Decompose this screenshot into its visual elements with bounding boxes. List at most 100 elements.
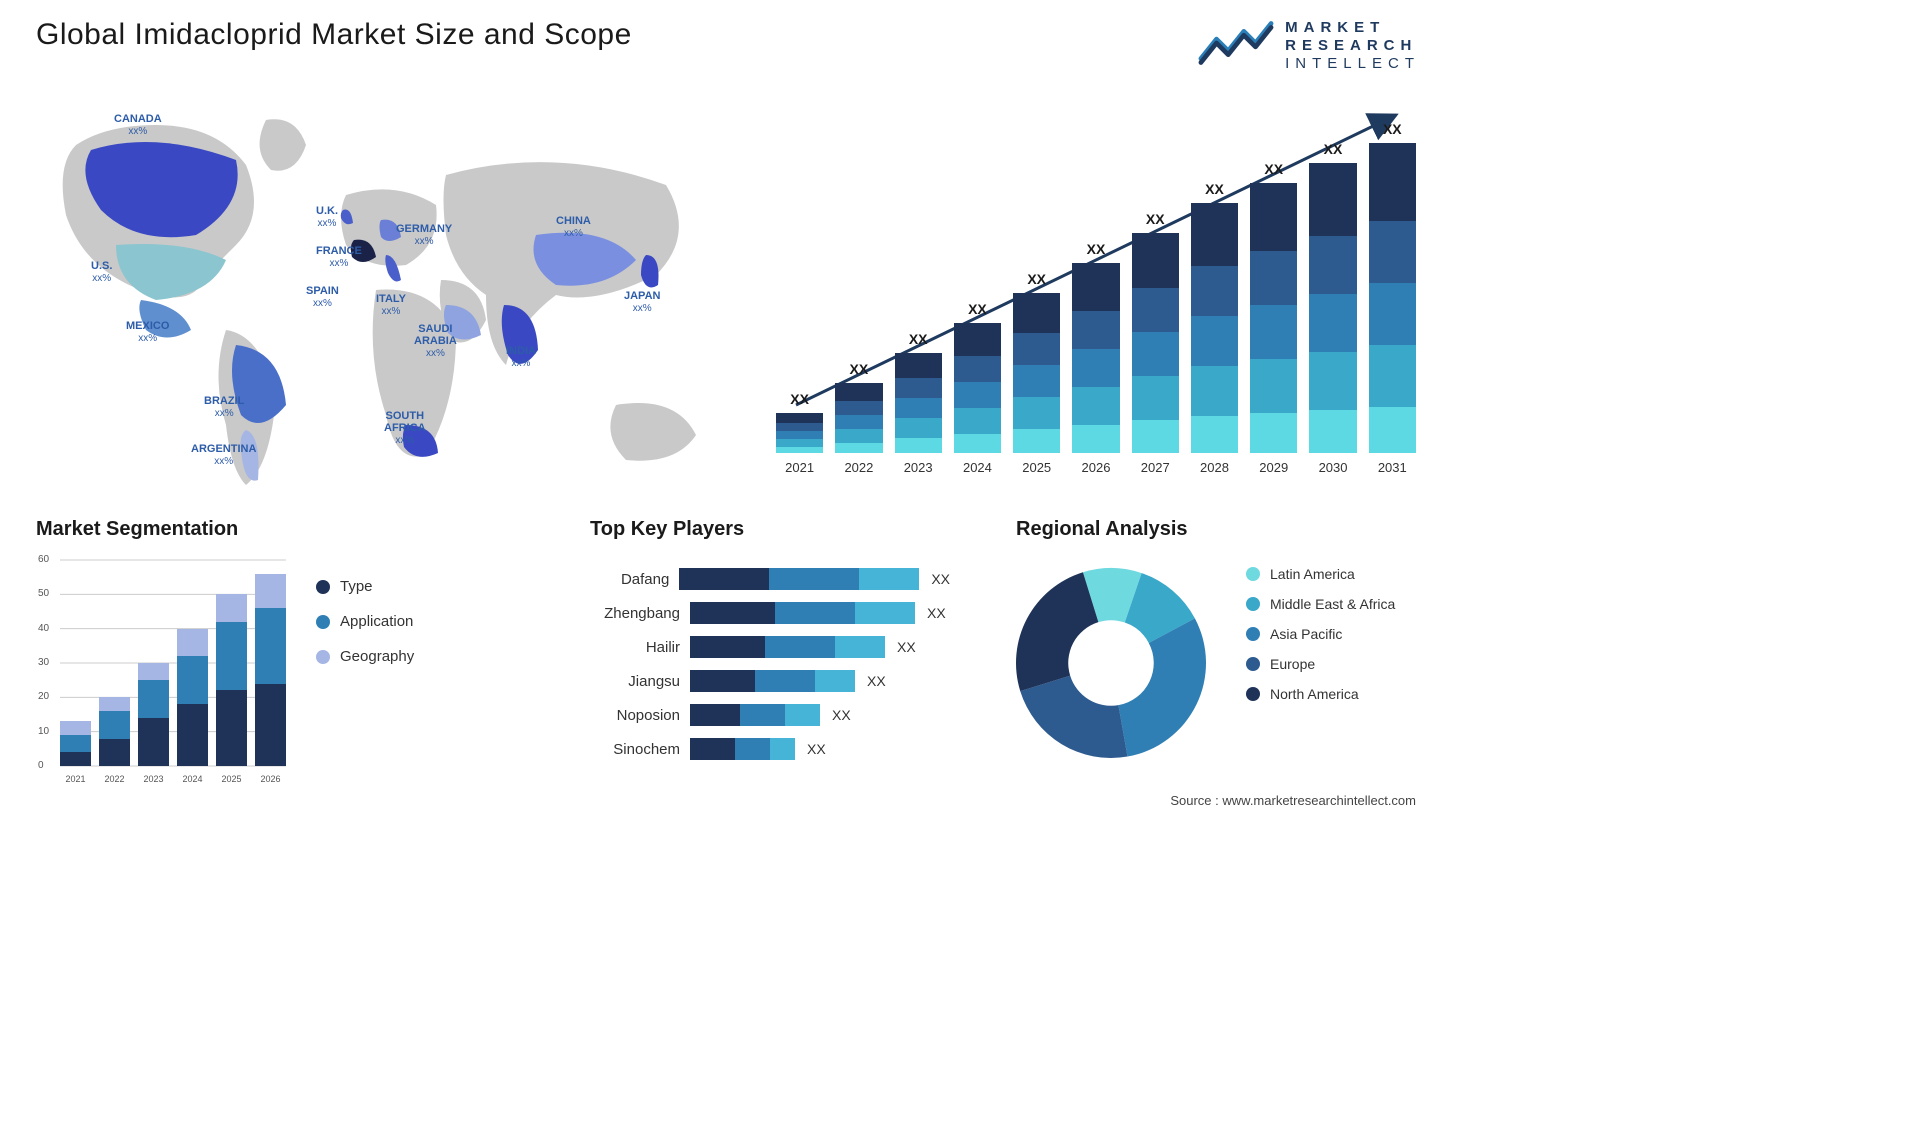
growth-bar: XX: [1191, 181, 1238, 453]
legend-label: Latin America: [1270, 566, 1355, 582]
legend-swatch-icon: [1246, 567, 1260, 581]
regional-donut: [1006, 558, 1216, 768]
growth-bar-label: XX: [790, 391, 809, 407]
seg-xtick: 2023: [138, 774, 169, 784]
legend-label: Type: [340, 578, 373, 595]
growth-year-label: 2023: [895, 460, 942, 475]
seg-bar: [138, 663, 169, 766]
player-row: ZhengbangXX: [590, 596, 950, 630]
growth-bar: XX: [1072, 241, 1119, 453]
map-country-label: CANADAxx%: [114, 113, 162, 137]
segmentation-section: Market Segmentation 0102030405060 202120…: [36, 518, 486, 541]
player-row: Sinochem XX: [590, 732, 950, 766]
growth-bar-label: XX: [1146, 211, 1165, 227]
legend-label: Europe: [1270, 656, 1315, 672]
map-country-label: U.S.xx%: [91, 260, 112, 284]
map-country-label: CHINAxx%: [556, 215, 591, 239]
growth-bar-label: XX: [1264, 161, 1283, 177]
legend-label: North America: [1270, 686, 1359, 702]
growth-bar-label: XX: [1087, 241, 1106, 257]
seg-ytick: 60: [38, 554, 49, 565]
player-value: XX: [807, 741, 826, 757]
legend-item: Type: [316, 578, 414, 595]
legend-label: Middle East & Africa: [1270, 596, 1395, 612]
seg-xtick: 2025: [216, 774, 247, 784]
header: Global Imidacloprid Market Size and Scop…: [36, 18, 1420, 73]
seg-bar: [255, 574, 286, 766]
growth-chart: XXXXXXXXXXXXXXXXXXXXXX 20212022202320242…: [776, 95, 1416, 475]
growth-year-label: 2027: [1132, 460, 1179, 475]
segmentation-heading: Market Segmentation: [36, 518, 486, 541]
player-name: Zhengbang: [590, 605, 690, 622]
map-country-label: ITALYxx%: [376, 293, 406, 317]
growth-year-label: 2022: [835, 460, 882, 475]
seg-bar: [99, 697, 130, 766]
player-value: XX: [832, 707, 851, 723]
growth-bar: XX: [776, 391, 823, 453]
player-name: Hailir: [590, 639, 690, 656]
map-country-label: BRAZILxx%: [204, 395, 244, 419]
legend-label: Geography: [340, 648, 414, 665]
player-row: DafangXX: [590, 562, 950, 596]
seg-xtick: 2022: [99, 774, 130, 784]
map-country-label: MEXICOxx%: [126, 320, 169, 344]
segmentation-chart: 0102030405060 202120222023202420252026: [36, 554, 286, 784]
growth-year-label: 2031: [1369, 460, 1416, 475]
donut-segment: [1016, 572, 1098, 691]
map-country-label: U.K.xx%: [316, 205, 338, 229]
growth-bar: XX: [1369, 121, 1416, 453]
map-country-label: SPAINxx%: [306, 285, 339, 309]
seg-ytick: 10: [38, 726, 49, 737]
map-country-label: INDIAxx%: [506, 345, 536, 369]
donut-segment: [1020, 676, 1127, 758]
growth-bar: XX: [1309, 141, 1356, 453]
seg-bar: [216, 594, 247, 766]
growth-year-label: 2028: [1191, 460, 1238, 475]
player-value: XX: [897, 639, 916, 655]
growth-year-label: 2021: [776, 460, 823, 475]
legend-item: Latin America: [1246, 566, 1395, 582]
legend-item: North America: [1246, 686, 1395, 702]
growth-year-label: 2025: [1013, 460, 1060, 475]
legend-label: Asia Pacific: [1270, 626, 1342, 642]
legend-item: Asia Pacific: [1246, 626, 1395, 642]
donut-segment: [1118, 618, 1206, 756]
legend-swatch-icon: [1246, 687, 1260, 701]
player-name: Sinochem: [590, 741, 690, 758]
growth-bar-label: XX: [968, 301, 987, 317]
seg-bar: [60, 721, 91, 766]
map-country-label: JAPANxx%: [624, 290, 660, 314]
player-name: Noposion: [590, 707, 690, 724]
map-country-label: SAUDIARABIAxx%: [414, 323, 457, 359]
growth-bar: XX: [1132, 211, 1179, 453]
regional-legend: Latin America Middle East & Africa Asia Pa…: [1246, 566, 1395, 716]
segmentation-legend: TypeApplicationGeography: [316, 578, 414, 683]
player-name: Dafang: [590, 571, 679, 588]
world-map: CANADAxx%U.S.xx%MEXICOxx%BRAZILxx%ARGENT…: [36, 95, 726, 495]
legend-swatch-icon: [316, 615, 330, 629]
growth-year-label: 2024: [954, 460, 1001, 475]
seg-xtick: 2026: [255, 774, 286, 784]
seg-ytick: 20: [38, 691, 49, 702]
regional-section: Regional Analysis Latin AmericaMiddle Ea…: [1016, 518, 1416, 541]
growth-year-label: 2029: [1250, 460, 1297, 475]
seg-bar: [177, 629, 208, 766]
source-text: Source : www.marketresearchintellect.com: [1170, 793, 1416, 808]
seg-ytick: 30: [38, 657, 49, 668]
legend-swatch-icon: [1246, 597, 1260, 611]
players-section: Top Key Players DafangXXZhengbangXXHaili…: [590, 518, 990, 541]
map-country-label: SOUTHAFRICAxx%: [384, 410, 426, 446]
growth-bar: XX: [1250, 161, 1297, 453]
players-chart: DafangXXZhengbangXXHailirXXJiangsuXXNopo…: [590, 562, 950, 766]
player-row: JiangsuXX: [590, 664, 950, 698]
players-heading: Top Key Players: [590, 518, 990, 541]
player-value: XX: [867, 673, 886, 689]
growth-bar-label: XX: [1205, 181, 1224, 197]
legend-item: Europe: [1246, 656, 1395, 672]
player-row: Noposion XX: [590, 698, 950, 732]
logo-text: MARKET RESEARCH INTELLECT: [1285, 19, 1420, 73]
map-country-label: FRANCExx%: [316, 245, 362, 269]
growth-bar: XX: [954, 301, 1001, 453]
growth-year-label: 2026: [1072, 460, 1119, 475]
growth-bar-label: XX: [850, 361, 869, 377]
